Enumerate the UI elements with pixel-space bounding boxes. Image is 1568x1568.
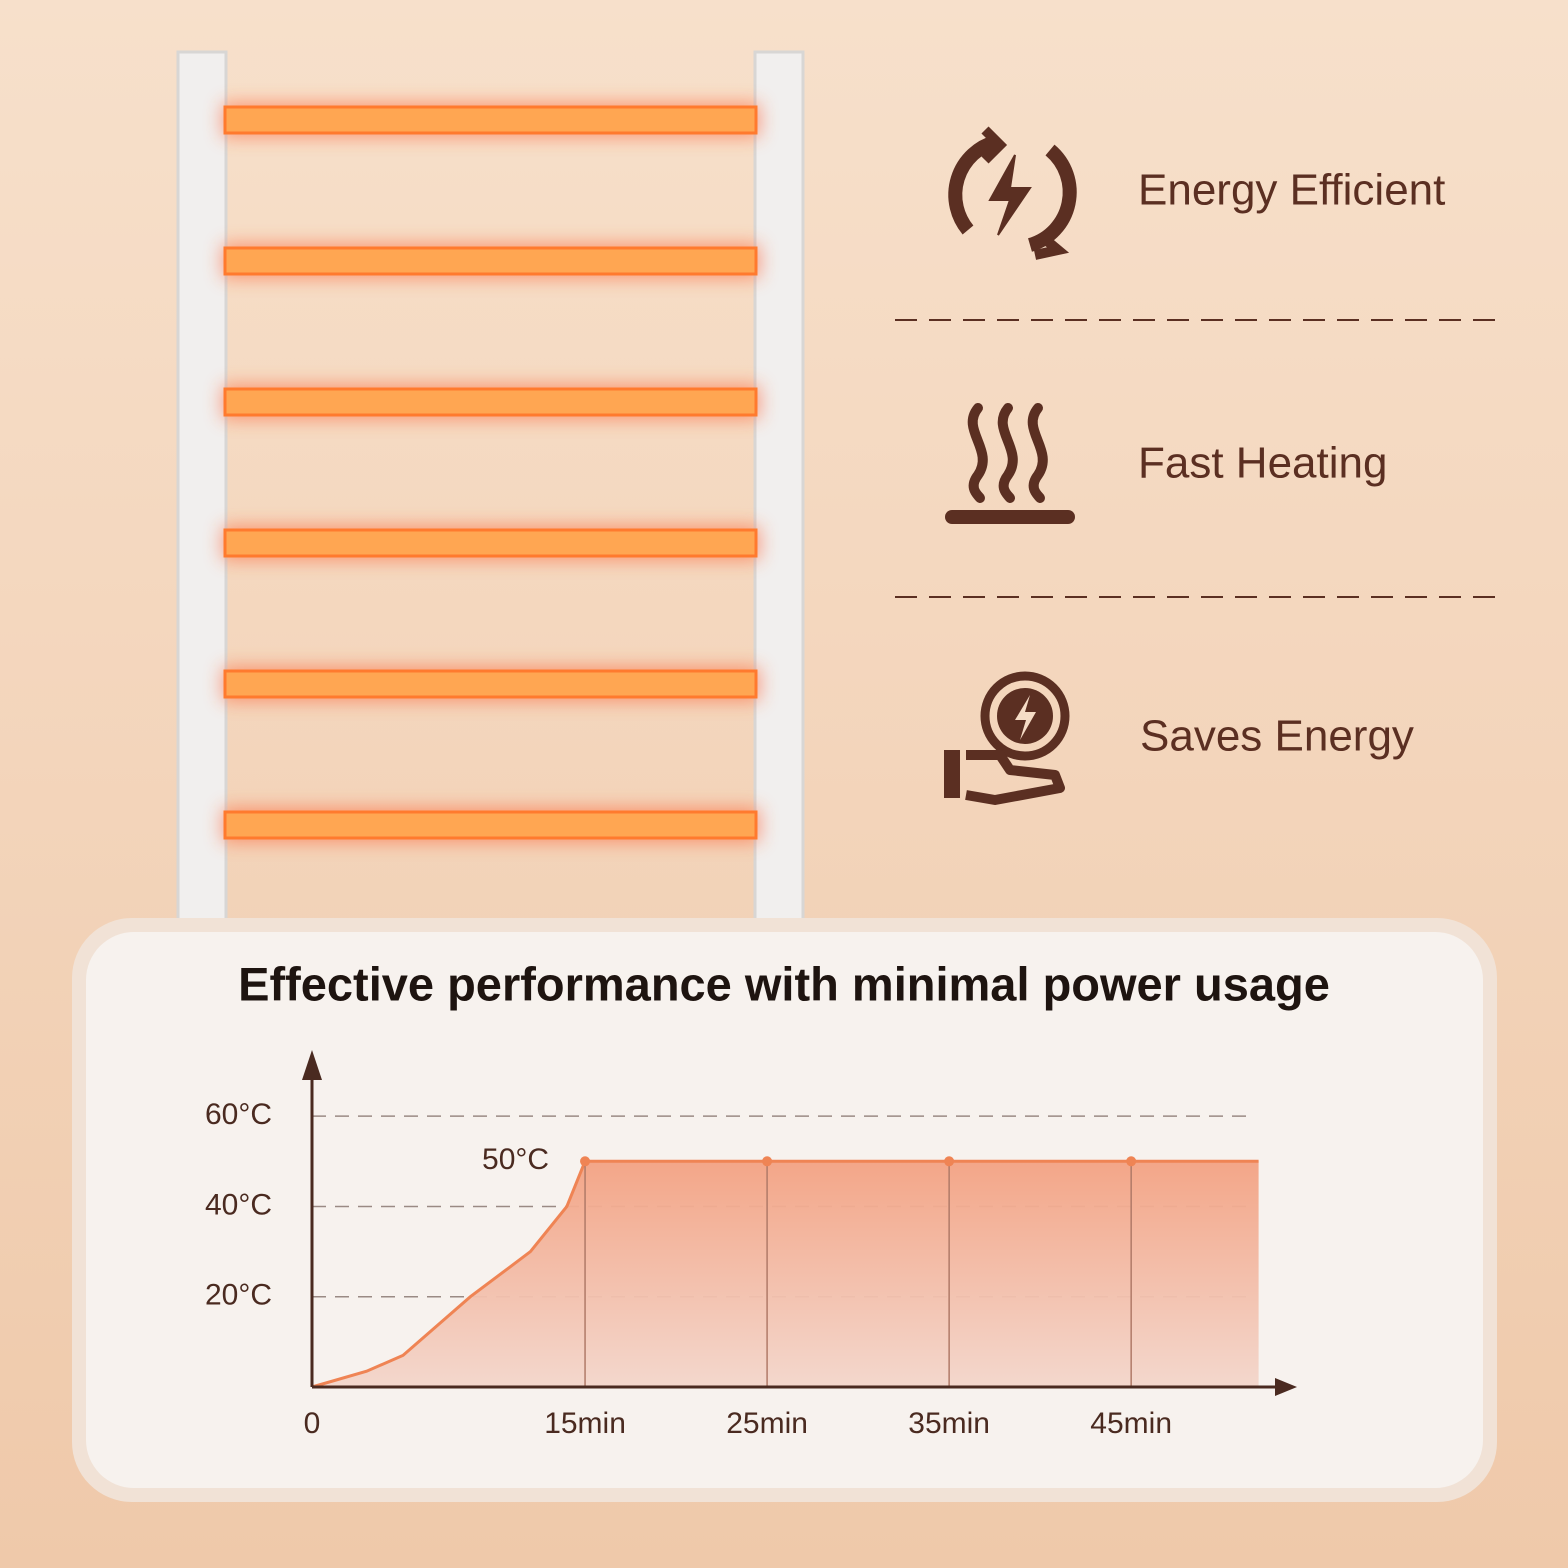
icon-saves-energy <box>944 671 1070 805</box>
x-axis-arrow <box>1275 1378 1297 1396</box>
area <box>312 1161 1259 1387</box>
point <box>1126 1156 1137 1167</box>
x-tick-label: 35min <box>908 1407 990 1440</box>
x-tick-label: 25min <box>726 1407 808 1440</box>
point <box>762 1156 773 1167</box>
line <box>311 1159 1259 1389</box>
x-tick-label: 0 <box>304 1407 321 1440</box>
annotation: 50°C <box>482 1143 549 1176</box>
icon-fast-heating <box>945 403 1075 524</box>
x-tick-label: 15min <box>544 1407 626 1440</box>
chart-title: Effective performance with minimal power… <box>238 957 1330 1010</box>
rung <box>223 669 758 699</box>
feature-label: Fast Heating <box>1138 439 1387 488</box>
rung <box>223 528 758 558</box>
ladder <box>176 50 805 924</box>
icon-energy-efficient <box>948 126 1077 260</box>
y-tick-label: 20°C <box>205 1279 272 1312</box>
y-axis-arrow <box>302 1050 322 1080</box>
feature-label: Saves Energy <box>1140 712 1414 761</box>
point <box>944 1156 955 1167</box>
chart: 20°C 40°C 60°C 0 15min 25min 35min 45min 50°C <box>205 1050 1297 1440</box>
rung <box>223 810 758 840</box>
feature-label: Energy Efficient <box>1138 166 1445 215</box>
x-tick-label: 45min <box>1090 1407 1172 1440</box>
y-tick-label: 60°C <box>205 1098 272 1131</box>
point <box>580 1156 591 1167</box>
rung <box>223 387 758 417</box>
features: Energy Efficient Fast Heating Saves Ener… <box>895 126 1495 805</box>
rung <box>223 246 758 276</box>
y-tick-label: 40°C <box>205 1188 272 1221</box>
rung <box>223 105 758 135</box>
